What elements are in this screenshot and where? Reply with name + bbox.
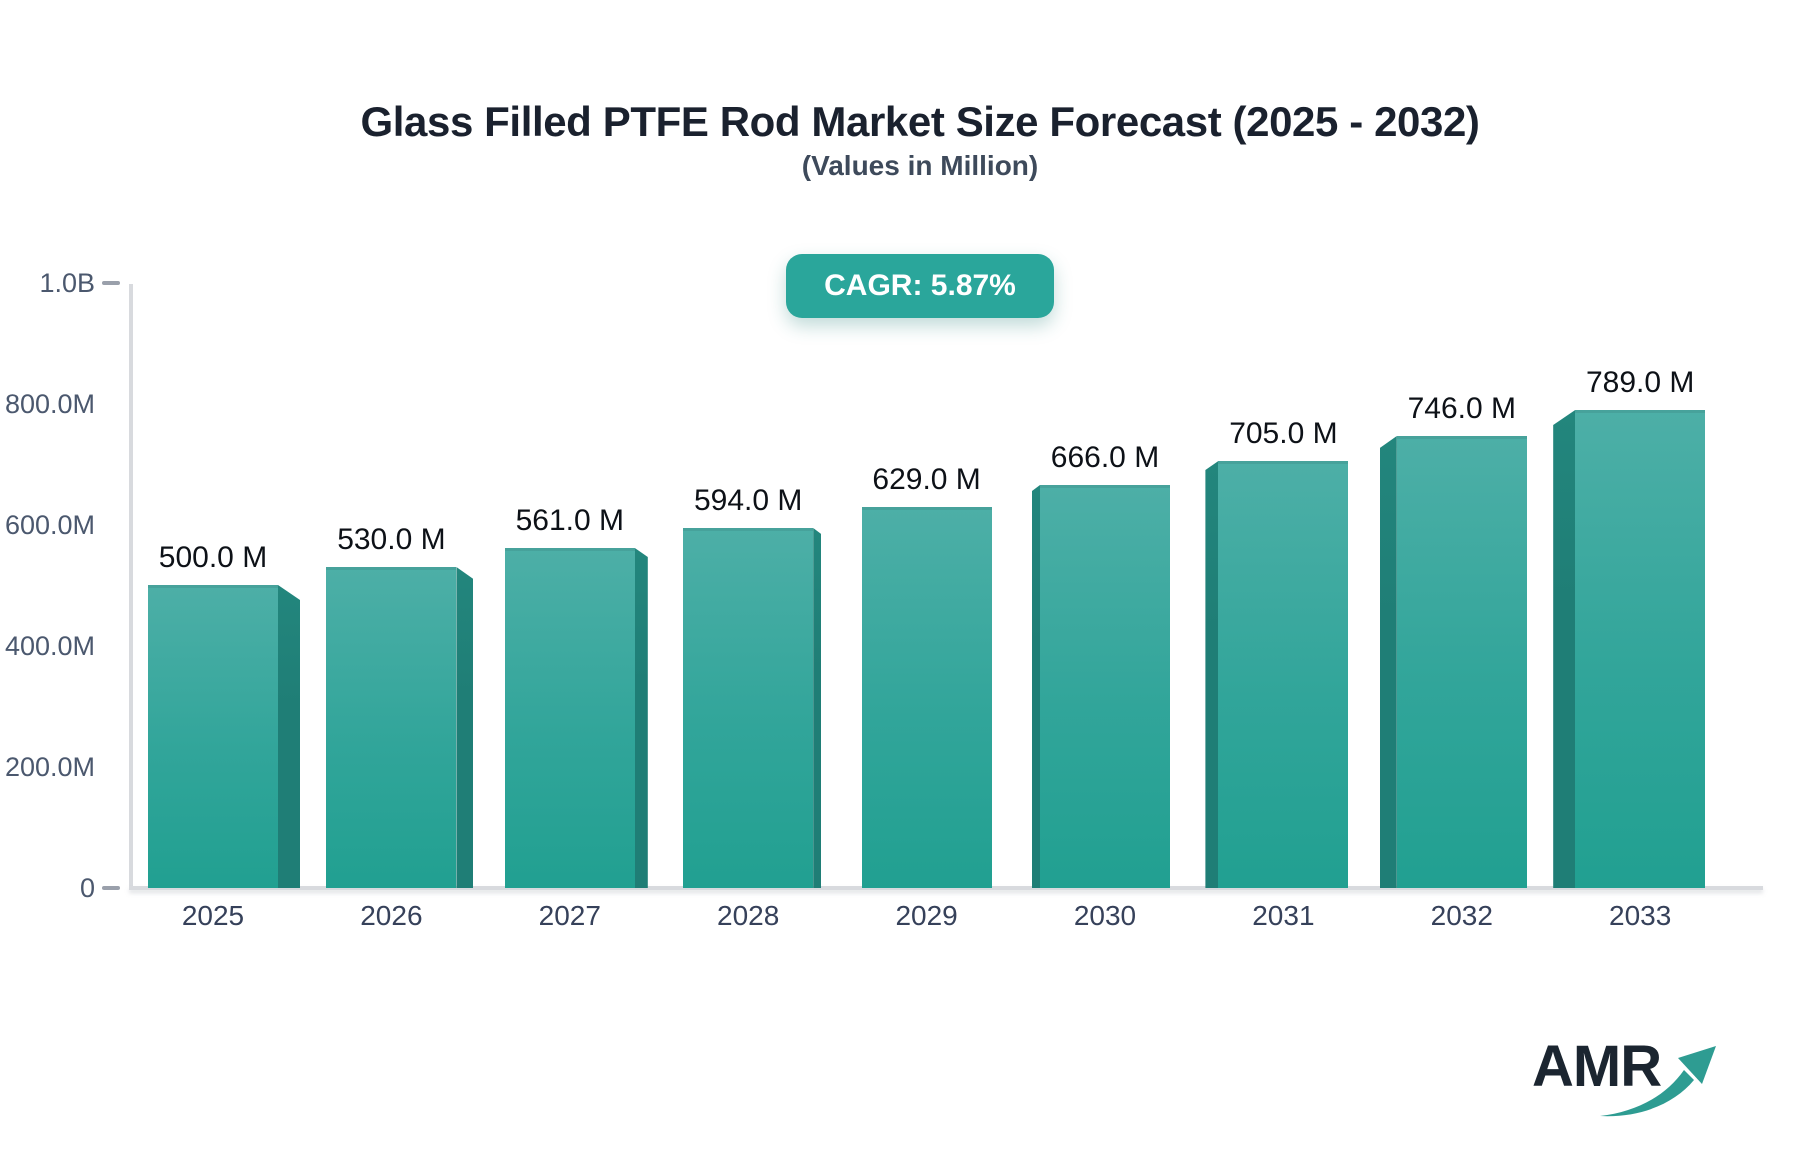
chart-subtitle: (Values in Million) [801, 150, 1039, 181]
x-axis-label-2032: 2032 [1430, 900, 1493, 931]
y-tick-label: 0 [79, 873, 95, 903]
bar-2025 [148, 585, 278, 888]
cagr-badge: CAGR: 5.87% [786, 254, 1054, 318]
bar-side-face [813, 528, 822, 888]
bar-side-face [1379, 436, 1397, 888]
bar-2029 [861, 507, 992, 888]
bar-2031 [1218, 461, 1349, 888]
x-axis-label-2031: 2031 [1252, 900, 1315, 931]
bar-value-label: 500.0 M [158, 541, 268, 574]
bar-2033 [1575, 410, 1706, 888]
bar-value-label: 530.0 M [337, 523, 446, 556]
bar-value-label: 746.0 M [1407, 392, 1516, 425]
bar-side-face [278, 585, 300, 888]
bar-side-face [1553, 410, 1576, 888]
y-tick-label: 1.0B [39, 267, 95, 298]
bar-value-label: 789.0 M [1585, 366, 1695, 399]
x-axis-label-2030: 2030 [1073, 900, 1137, 931]
y-tick-label: 600.0M [4, 509, 95, 540]
bar-2030 [1040, 485, 1170, 888]
y-tick-mark [102, 886, 120, 890]
bar-side-face [1032, 485, 1040, 888]
bar-side-face [634, 548, 648, 888]
bar-2028 [683, 528, 814, 888]
y-axis-line [129, 284, 133, 889]
bar-value-label: 594.0 M [693, 484, 803, 517]
chart-title: Glass Filled PTFE Rod Market Size Foreca… [360, 98, 1480, 145]
x-axis-label-2033: 2033 [1609, 900, 1672, 931]
x-axis-label-2028: 2028 [717, 900, 780, 931]
amr-logo: AMR [1532, 1036, 1742, 1126]
bar-side-face [456, 567, 474, 888]
x-axis-baseline [129, 886, 1763, 890]
x-axis-label-2026: 2026 [360, 900, 423, 931]
bar-value-label: 705.0 M [1229, 417, 1338, 450]
bar-2026 [326, 567, 457, 888]
x-axis-label-2027: 2027 [538, 900, 601, 931]
y-tick-label: 200.0M [4, 751, 95, 782]
x-axis-label-2029: 2029 [895, 900, 958, 931]
y-tick-label: 800.0M [4, 388, 95, 419]
x-axis-label-2025: 2025 [181, 900, 245, 931]
bar-value-label: 666.0 M [1050, 441, 1160, 474]
bar-value-label: 629.0 M [872, 463, 981, 496]
logo-text: AMR [1532, 1034, 1662, 1099]
bar-2027 [504, 548, 635, 888]
bar-side-face [1205, 461, 1219, 888]
y-tick-mark [102, 280, 120, 285]
bar-value-label: 561.0 M [515, 504, 624, 537]
bar-2032 [1396, 436, 1527, 888]
growth-arrow-icon [1600, 1046, 1716, 1117]
y-tick-label: 400.0M [4, 630, 95, 661]
